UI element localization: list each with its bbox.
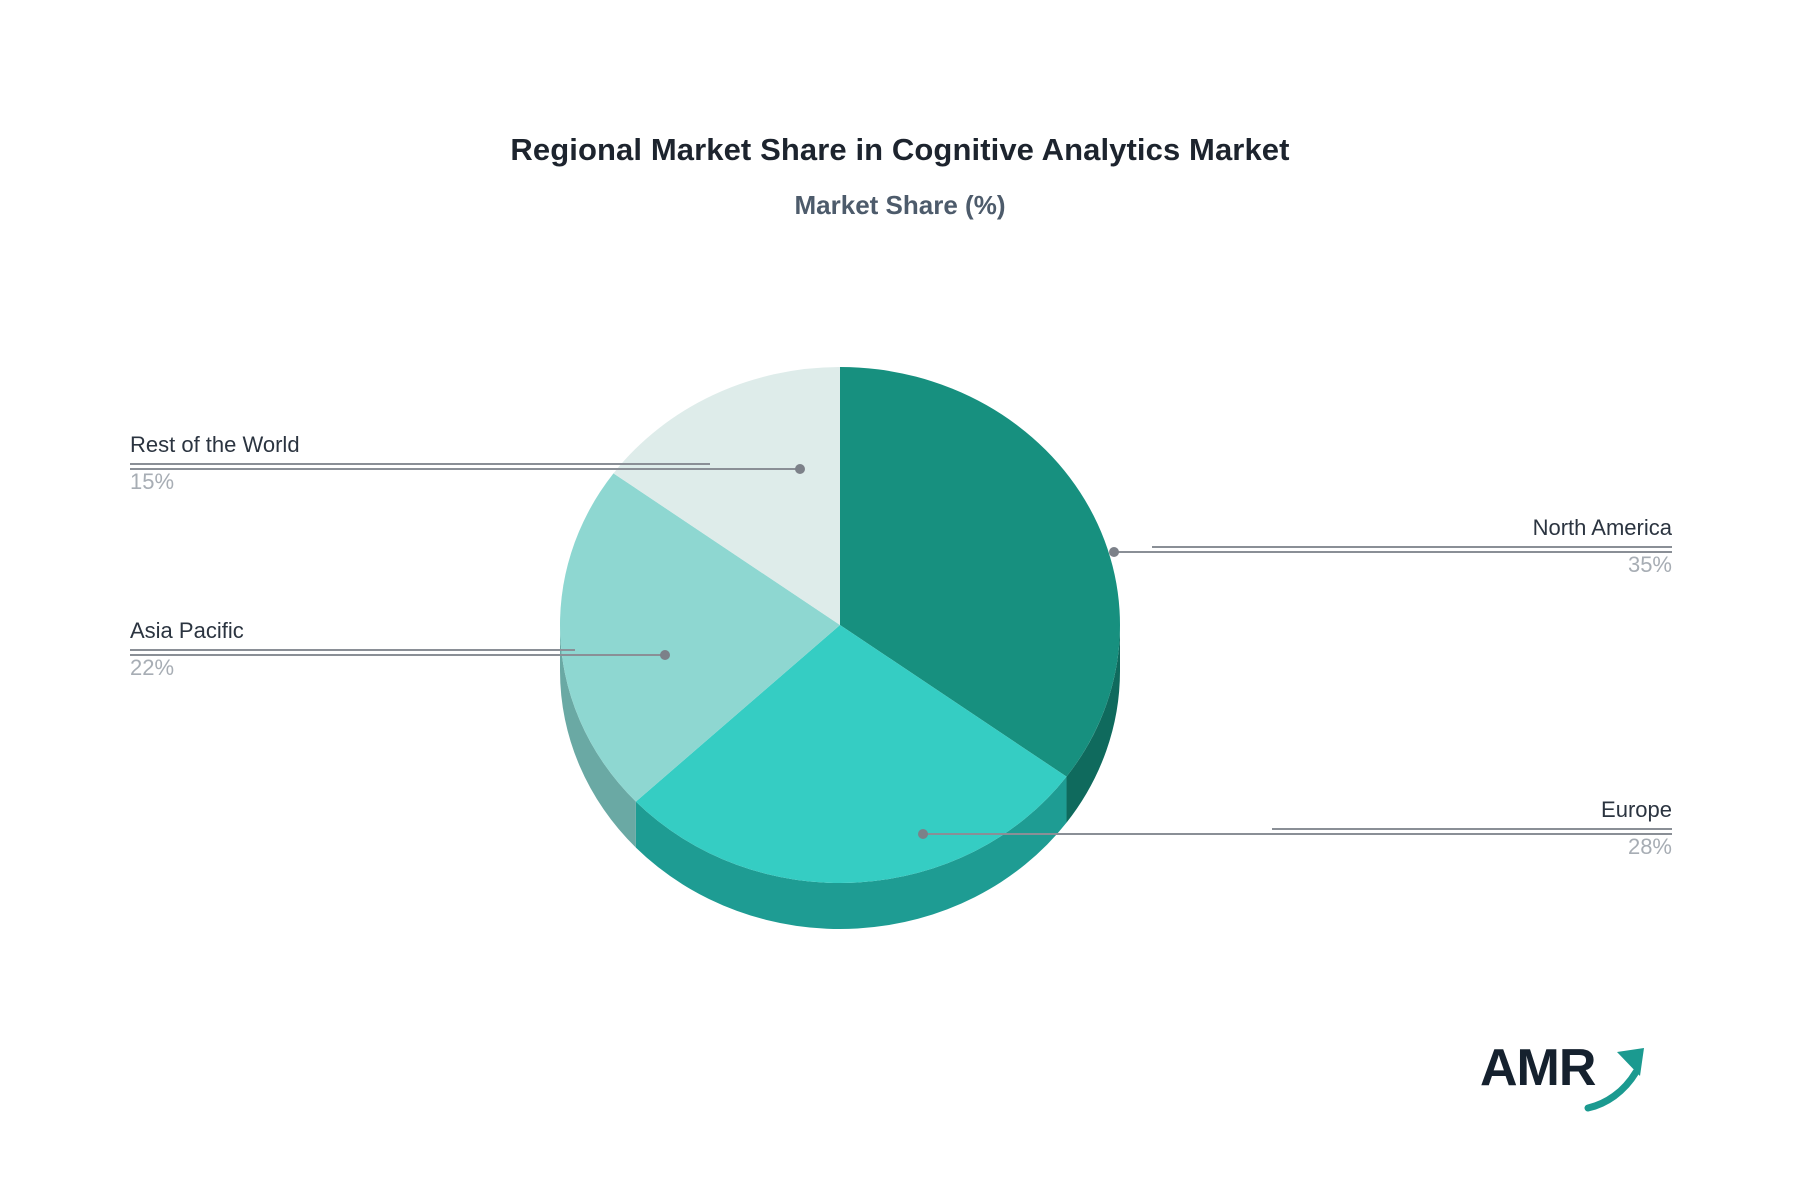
- callout-north-america: North America 35%: [1152, 513, 1672, 580]
- callout-label-north-america: North America: [1532, 515, 1672, 540]
- pie-top-faces: [560, 367, 1120, 883]
- callout-rule-asia-pacific: [130, 649, 575, 651]
- callout-value-north-america: 35%: [1627, 552, 1672, 577]
- chart-subtitle: Market Share (%): [794, 190, 1006, 220]
- pie-slice-north-america[interactable]: [840, 367, 1120, 777]
- callout-rule-rest-of-the-world: [130, 463, 710, 465]
- callout-value-asia-pacific: 22%: [130, 655, 175, 680]
- pie-depth-walls: [560, 625, 1120, 929]
- pie-slice-rest-of-the-world[interactable]: [613, 367, 840, 625]
- pie-side-asia-pacific: [560, 625, 636, 848]
- amr-logo: AMR: [1480, 1030, 1680, 1120]
- callout-value-europe: 28%: [1627, 834, 1672, 859]
- callout-rule-europe: [1272, 828, 1672, 830]
- callout-rest-of-the-world: Rest of the World 15%: [130, 430, 710, 497]
- callout-label-europe: Europe: [1601, 797, 1672, 822]
- callout-label-rest-of-the-world: Rest of the World: [130, 432, 300, 457]
- pie-slice-asia-pacific[interactable]: [560, 473, 840, 802]
- amr-logo-text: AMR: [1480, 1039, 1596, 1097]
- chart-title: Regional Market Share in Cognitive Analy…: [510, 132, 1290, 167]
- callout-europe: Europe 28%: [1272, 795, 1672, 862]
- callout-asia-pacific: Asia Pacific 22%: [130, 616, 575, 683]
- callout-value-rest-of-the-world: 15%: [130, 469, 175, 494]
- amr-arrow-icon: [1584, 1048, 1644, 1112]
- pie-side-europe: [635, 776, 1067, 929]
- callout-rule-north-america: [1152, 546, 1672, 548]
- callout-label-asia-pacific: Asia Pacific: [130, 618, 244, 643]
- pie-slice-europe[interactable]: [635, 625, 1067, 883]
- pie-chart: [560, 340, 1260, 960]
- pie-svg: [560, 367, 1120, 929]
- pie-side-north-america: [1066, 625, 1120, 823]
